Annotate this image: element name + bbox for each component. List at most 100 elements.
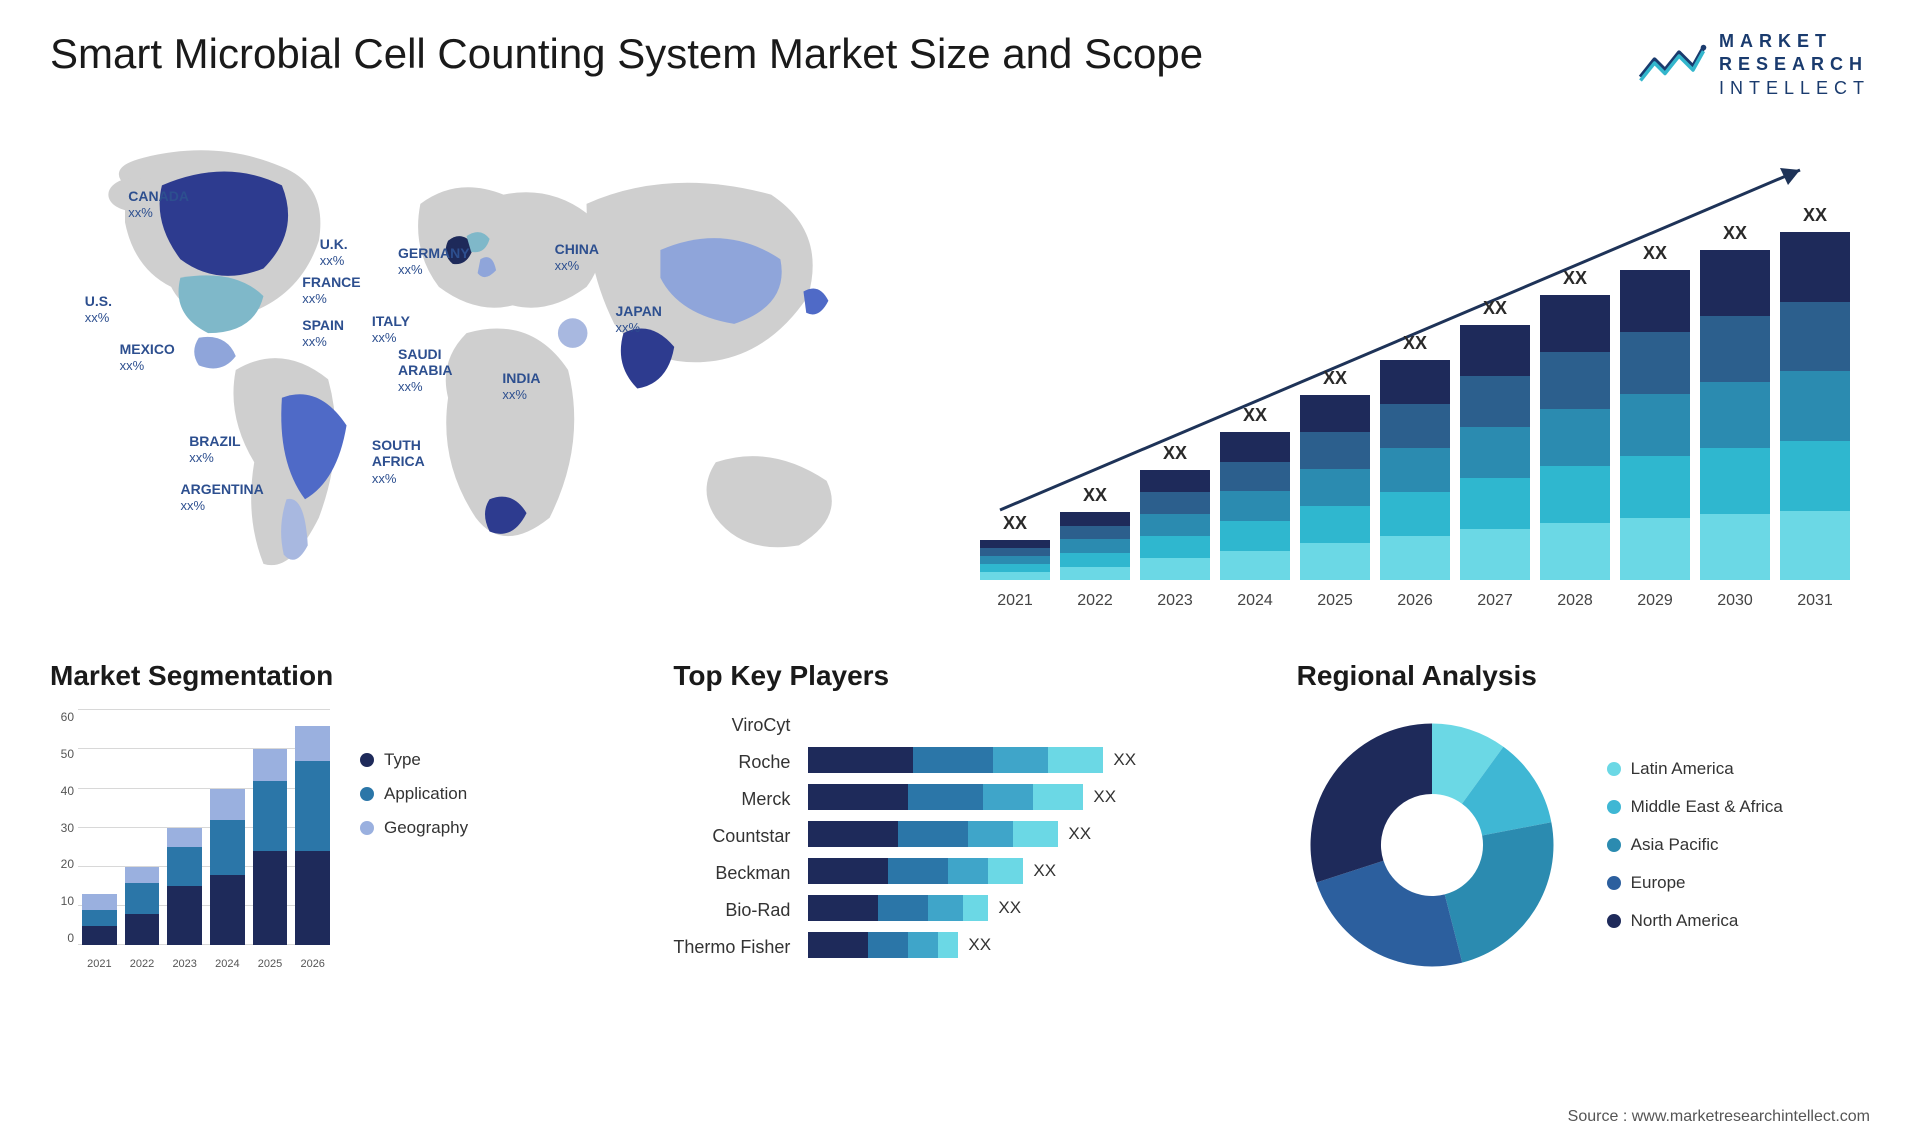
player-value: XX (968, 935, 991, 955)
map-label: INDIAxx% (502, 370, 540, 403)
legend-dot-icon (1607, 914, 1621, 928)
map-label: U.K.xx% (320, 236, 348, 269)
growth-bar: XX (1060, 485, 1130, 580)
player-label: Beckman (673, 860, 790, 886)
growth-year-label: 2027 (1460, 592, 1530, 610)
player-bar-row: XX (808, 821, 1246, 847)
growth-bar-value: XX (1163, 443, 1187, 464)
legend-item: North America (1607, 911, 1783, 931)
player-bar-row: XX (808, 932, 1246, 958)
segmentation-legend: TypeApplicationGeography (360, 710, 468, 970)
legend-item: Type (360, 750, 468, 770)
regional-panel: Regional Analysis Latin America Middle Ea… (1297, 660, 1870, 980)
player-label: Roche (673, 749, 790, 775)
player-bar-row: XX (808, 858, 1246, 884)
legend-dot-icon (1607, 876, 1621, 890)
header: Smart Microbial Cell Counting System Mar… (50, 30, 1870, 100)
segmentation-panel: Market Segmentation 0102030405060 202120… (50, 660, 623, 980)
legend-item: Asia Pacific (1607, 835, 1783, 855)
segmentation-year-label: 2024 (210, 958, 245, 970)
growth-year-label: 2031 (1780, 592, 1850, 610)
legend-item: Application (360, 784, 468, 804)
segmentation-chart: 0102030405060 202120222023202420252026 (50, 710, 330, 970)
segmentation-bar (210, 789, 245, 946)
growth-bar-value: XX (1243, 405, 1267, 426)
player-value: XX (998, 898, 1021, 918)
legend-item: Latin America (1607, 759, 1783, 779)
donut-segment (1444, 822, 1553, 962)
growth-bar: XX (1300, 368, 1370, 580)
legend-dot-icon (1607, 838, 1621, 852)
legend-dot-icon (1607, 800, 1621, 814)
growth-chart-panel: XXXXXXXXXXXXXXXXXXXXXX 20212022202320242… (960, 130, 1870, 610)
top-row: CANADAxx%U.S.xx%MEXICOxx%BRAZILxx%ARGENT… (50, 130, 1870, 610)
legend-dot-icon (360, 753, 374, 767)
segmentation-year-label: 2021 (82, 958, 117, 970)
legend-dot-icon (360, 821, 374, 835)
segmentation-year-label: 2023 (167, 958, 202, 970)
donut-segment (1316, 861, 1462, 967)
segmentation-year-label: 2026 (295, 958, 330, 970)
player-value: XX (1068, 824, 1091, 844)
growth-year-label: 2026 (1380, 592, 1450, 610)
map-label: SAUDIARABIAxx% (398, 346, 452, 395)
legend-item: Middle East & Africa (1607, 797, 1783, 817)
growth-bar-value: XX (1803, 205, 1827, 226)
map-label: FRANCExx% (302, 274, 360, 307)
growth-chart: XXXXXXXXXXXXXXXXXXXXXX 20212022202320242… (980, 140, 1850, 610)
segmentation-bar (253, 749, 288, 945)
map-label: MEXICOxx% (120, 341, 175, 374)
logo-text: MARKET RESEARCH INTELLECT (1719, 30, 1870, 100)
regional-title: Regional Analysis (1297, 660, 1870, 692)
player-bar-row (808, 710, 1246, 736)
player-value: XX (1033, 861, 1056, 881)
growth-year-label: 2028 (1540, 592, 1610, 610)
growth-bar-value: XX (1003, 513, 1027, 534)
segmentation-bar (125, 867, 160, 945)
player-bar-row: XX (808, 747, 1246, 773)
map-label: CHINAxx% (555, 241, 599, 274)
map-label: U.S.xx% (85, 293, 112, 326)
map-label: JAPANxx% (616, 303, 662, 336)
growth-bar-value: XX (1563, 268, 1587, 289)
map-label: ARGENTINAxx% (181, 481, 264, 514)
regional-legend: Latin America Middle East & Africa Asia Pa… (1607, 759, 1783, 931)
players-chart: ViroCyt Roche Merck Countstar Beckman Bio-Rad… (673, 710, 1246, 960)
growth-year-label: 2022 (1060, 592, 1130, 610)
growth-year-label: 2030 (1700, 592, 1770, 610)
segmentation-title: Market Segmentation (50, 660, 623, 692)
player-value: XX (1113, 750, 1136, 770)
player-label: Countstar (673, 823, 790, 849)
segmentation-year-label: 2022 (125, 958, 160, 970)
growth-bar: XX (1780, 205, 1850, 580)
growth-bar-value: XX (1483, 298, 1507, 319)
bottom-row: Market Segmentation 0102030405060 202120… (50, 660, 1870, 980)
growth-bar: XX (980, 513, 1050, 580)
legend-dot-icon (360, 787, 374, 801)
player-bar-row: XX (808, 895, 1246, 921)
map-label: GERMANYxx% (398, 245, 470, 278)
growth-bar-value: XX (1323, 368, 1347, 389)
growth-bar: XX (1540, 268, 1610, 580)
regional-donut-chart (1297, 710, 1567, 980)
player-label: Thermo Fisher (673, 934, 790, 960)
growth-bar: XX (1700, 223, 1770, 580)
source-text: Source : www.marketresearchintellect.com (1568, 1108, 1870, 1126)
player-label: Merck (673, 786, 790, 812)
growth-year-label: 2025 (1300, 592, 1370, 610)
donut-segment (1310, 724, 1432, 883)
growth-bar-value: XX (1083, 485, 1107, 506)
players-title: Top Key Players (673, 660, 1246, 692)
segmentation-year-label: 2025 (253, 958, 288, 970)
brand-logo: MARKET RESEARCH INTELLECT (1637, 30, 1870, 100)
growth-year-label: 2024 (1220, 592, 1290, 610)
world-map-panel: CANADAxx%U.S.xx%MEXICOxx%BRAZILxx%ARGENT… (50, 130, 920, 610)
player-label: Bio-Rad (673, 897, 790, 923)
growth-bar: XX (1380, 333, 1450, 580)
growth-bar-value: XX (1403, 333, 1427, 354)
map-label: SPAINxx% (302, 317, 344, 350)
legend-dot-icon (1607, 762, 1621, 776)
growth-bar: XX (1140, 443, 1210, 580)
growth-year-label: 2021 (980, 592, 1050, 610)
player-label: ViroCyt (673, 712, 790, 738)
